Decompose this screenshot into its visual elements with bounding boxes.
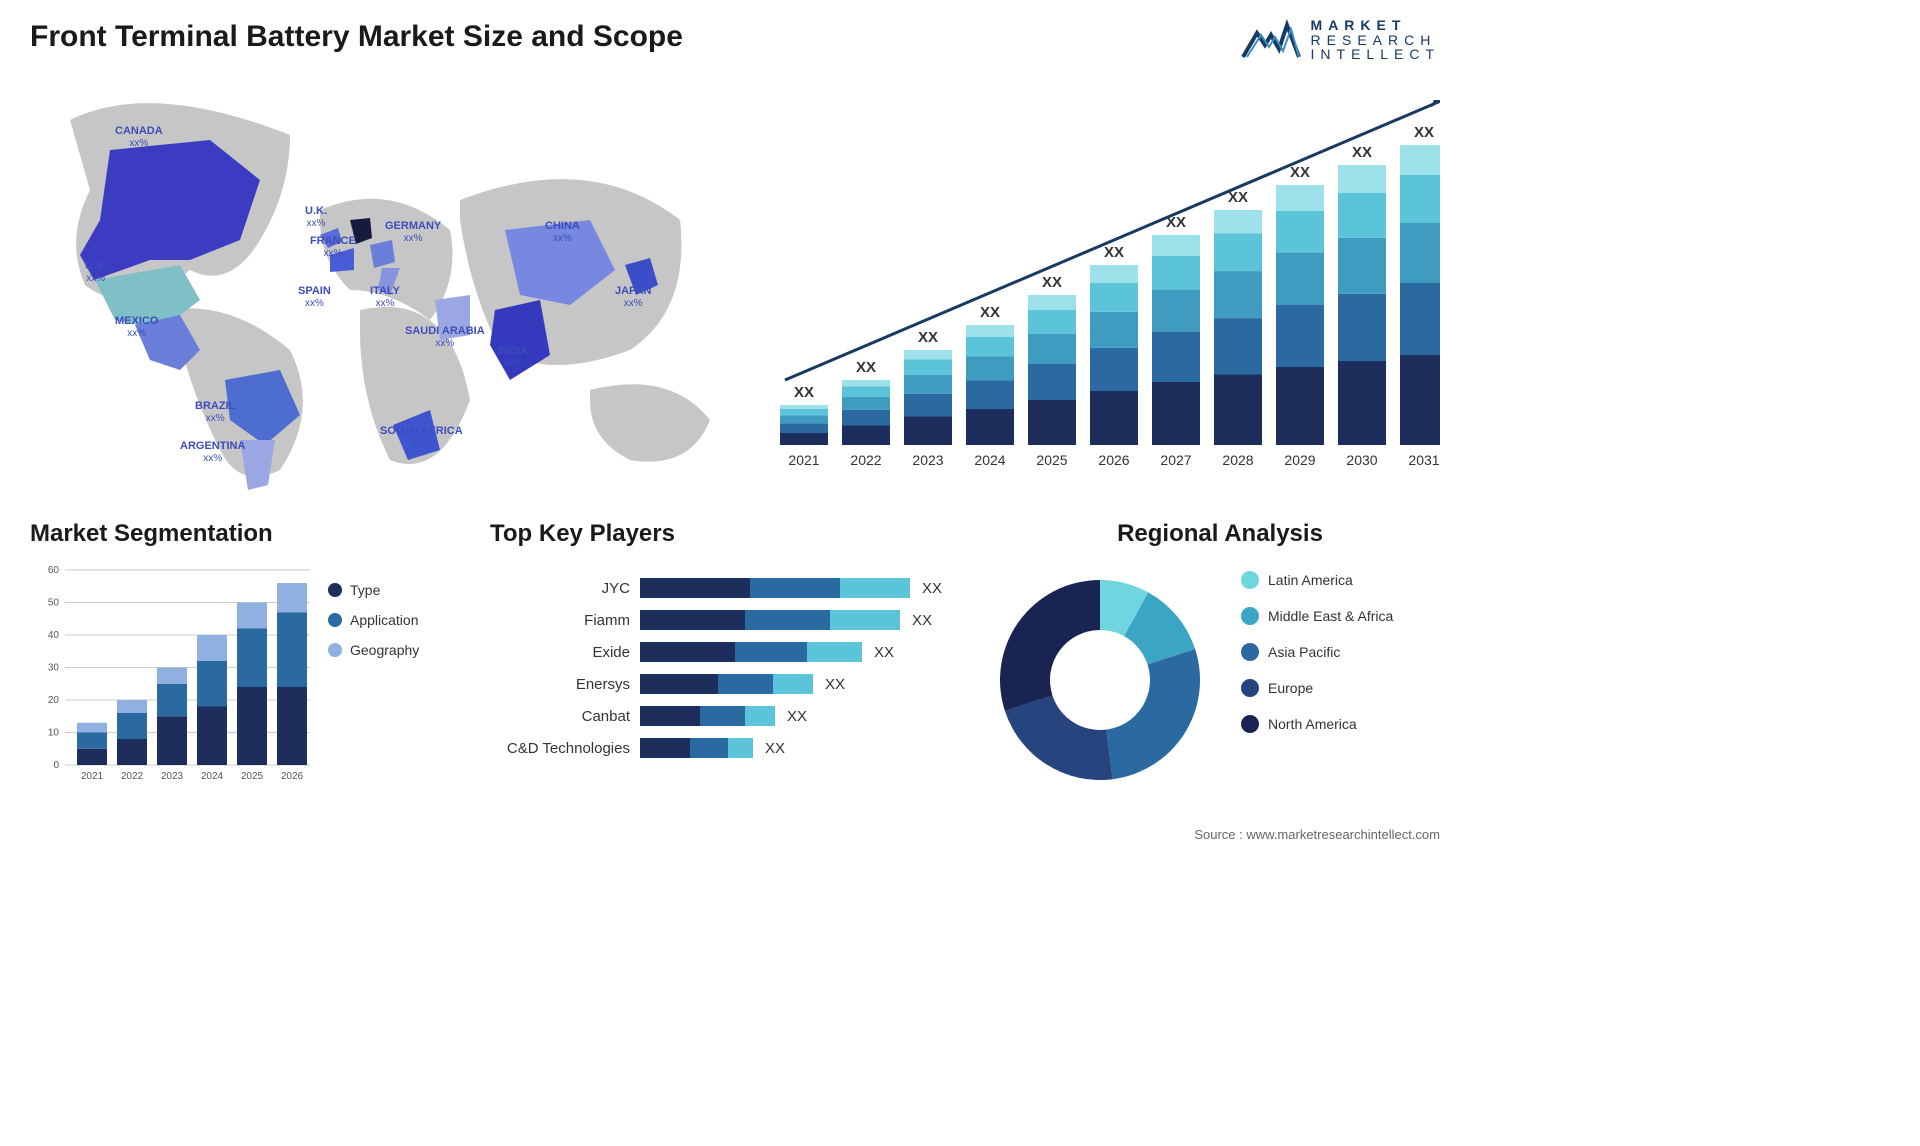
svg-text:XX: XX: [918, 329, 938, 346]
map-label-argentina: ARGENTINAxx%: [180, 440, 245, 464]
map-label-france: FRANCExx%: [310, 235, 356, 259]
map-label-u-s-: U.S.xx%: [85, 260, 106, 284]
svg-text:XX: XX: [1352, 144, 1372, 161]
map-label-china: CHINAxx%: [545, 220, 580, 244]
svg-text:XX: XX: [1042, 274, 1062, 291]
map-label-italy: ITALYxx%: [370, 285, 400, 309]
world-map: CANADAxx% U.S.xx% MEXICOxx% BRAZILxx% ARGENT…: [30, 90, 730, 490]
svg-text:XX: XX: [856, 359, 876, 376]
map-label-germany: GERMANYxx%: [385, 220, 441, 244]
svg-text:XX: XX: [922, 580, 942, 597]
svg-text:North America: North America: [1268, 716, 1357, 732]
svg-text:50: 50: [48, 598, 60, 609]
svg-text:2029: 2029: [1284, 452, 1315, 468]
svg-text:60: 60: [48, 565, 60, 576]
growth-bar-chart: 2021 XX 2022 XX 2023 XX 2024 XX 2025 XX 2026 XX 2027…: [760, 100, 1440, 480]
svg-text:2021: 2021: [81, 771, 104, 782]
svg-text:2025: 2025: [1036, 452, 1067, 468]
svg-text:JYC: JYC: [602, 580, 631, 597]
svg-text:0: 0: [53, 760, 59, 771]
svg-text:2022: 2022: [121, 771, 144, 782]
svg-text:XX: XX: [874, 644, 894, 661]
players-title: Top Key Players: [490, 520, 960, 548]
svg-text:40: 40: [48, 630, 60, 641]
svg-text:XX: XX: [980, 304, 1000, 321]
segmentation-title: Market Segmentation: [30, 520, 460, 548]
svg-text:XX: XX: [825, 676, 845, 693]
svg-text:2031: 2031: [1408, 452, 1439, 468]
svg-text:XX: XX: [794, 384, 814, 401]
segmentation-panel: Market Segmentation 0 10 20 30 40 50 60 2021 202…: [30, 520, 460, 820]
svg-text:Fiamm: Fiamm: [584, 612, 630, 629]
regional-title: Regional Analysis: [990, 520, 1450, 548]
svg-text:XX: XX: [1104, 244, 1124, 261]
map-label-u-k-: U.K.xx%: [305, 205, 327, 229]
map-label-japan: JAPANxx%: [615, 285, 651, 309]
players-panel: Top Key Players JYC XX Fiamm XX Exide XX Eners…: [490, 520, 960, 820]
svg-text:2030: 2030: [1346, 452, 1377, 468]
svg-text:2022: 2022: [850, 452, 881, 468]
brand-logo: MARKET RESEARCH INTELLECT: [1241, 15, 1440, 65]
map-label-canada: CANADAxx%: [115, 125, 163, 149]
map-label-south-africa: SOUTH AFRICAxx%: [380, 425, 463, 449]
page-title: Front Terminal Battery Market Size and S…: [30, 20, 683, 54]
svg-text:2024: 2024: [974, 452, 1005, 468]
svg-text:2026: 2026: [281, 771, 304, 782]
svg-text:XX: XX: [787, 708, 807, 725]
map-label-brazil: BRAZILxx%: [195, 400, 235, 424]
svg-text:Middle East & Africa: Middle East & Africa: [1268, 608, 1393, 624]
logo-mark-icon: [1241, 15, 1301, 65]
svg-text:2024: 2024: [201, 771, 224, 782]
svg-text:2026: 2026: [1098, 452, 1129, 468]
svg-text:Europe: Europe: [1268, 680, 1313, 696]
svg-text:XX: XX: [765, 740, 785, 757]
svg-text:30: 30: [48, 663, 60, 674]
map-label-saudi-arabia: SAUDI ARABIAxx%: [405, 325, 485, 349]
map-label-spain: SPAINxx%: [298, 285, 331, 309]
svg-text:2023: 2023: [912, 452, 943, 468]
logo-line3: INTELLECT: [1311, 47, 1440, 62]
svg-text:20: 20: [48, 695, 60, 706]
svg-text:2025: 2025: [241, 771, 264, 782]
source-attribution: Source : www.marketresearchintellect.com: [1194, 827, 1440, 842]
svg-text:2021: 2021: [788, 452, 819, 468]
svg-text:XX: XX: [1414, 124, 1434, 141]
svg-text:2027: 2027: [1160, 452, 1191, 468]
svg-text:Latin America: Latin America: [1268, 572, 1353, 588]
svg-text:Asia Pacific: Asia Pacific: [1268, 644, 1340, 660]
svg-text:Exide: Exide: [592, 644, 630, 661]
map-label-mexico: MEXICOxx%: [115, 315, 158, 339]
svg-text:2028: 2028: [1222, 452, 1253, 468]
svg-text:2023: 2023: [161, 771, 184, 782]
svg-text:Canbat: Canbat: [582, 708, 631, 725]
svg-text:Geography: Geography: [350, 642, 419, 658]
map-label-india: INDIAxx%: [498, 345, 528, 369]
svg-text:Enersys: Enersys: [576, 676, 630, 693]
logo-line1: MARKET: [1311, 18, 1440, 33]
svg-text:Type: Type: [350, 582, 381, 598]
svg-text:XX: XX: [1290, 164, 1310, 181]
logo-line2: RESEARCH: [1311, 33, 1440, 48]
svg-text:Application: Application: [350, 612, 419, 628]
svg-text:10: 10: [48, 728, 60, 739]
svg-text:C&D Technologies: C&D Technologies: [507, 740, 630, 757]
regional-panel: Regional Analysis Latin America Middle Ea…: [990, 520, 1450, 820]
svg-text:XX: XX: [912, 612, 932, 629]
